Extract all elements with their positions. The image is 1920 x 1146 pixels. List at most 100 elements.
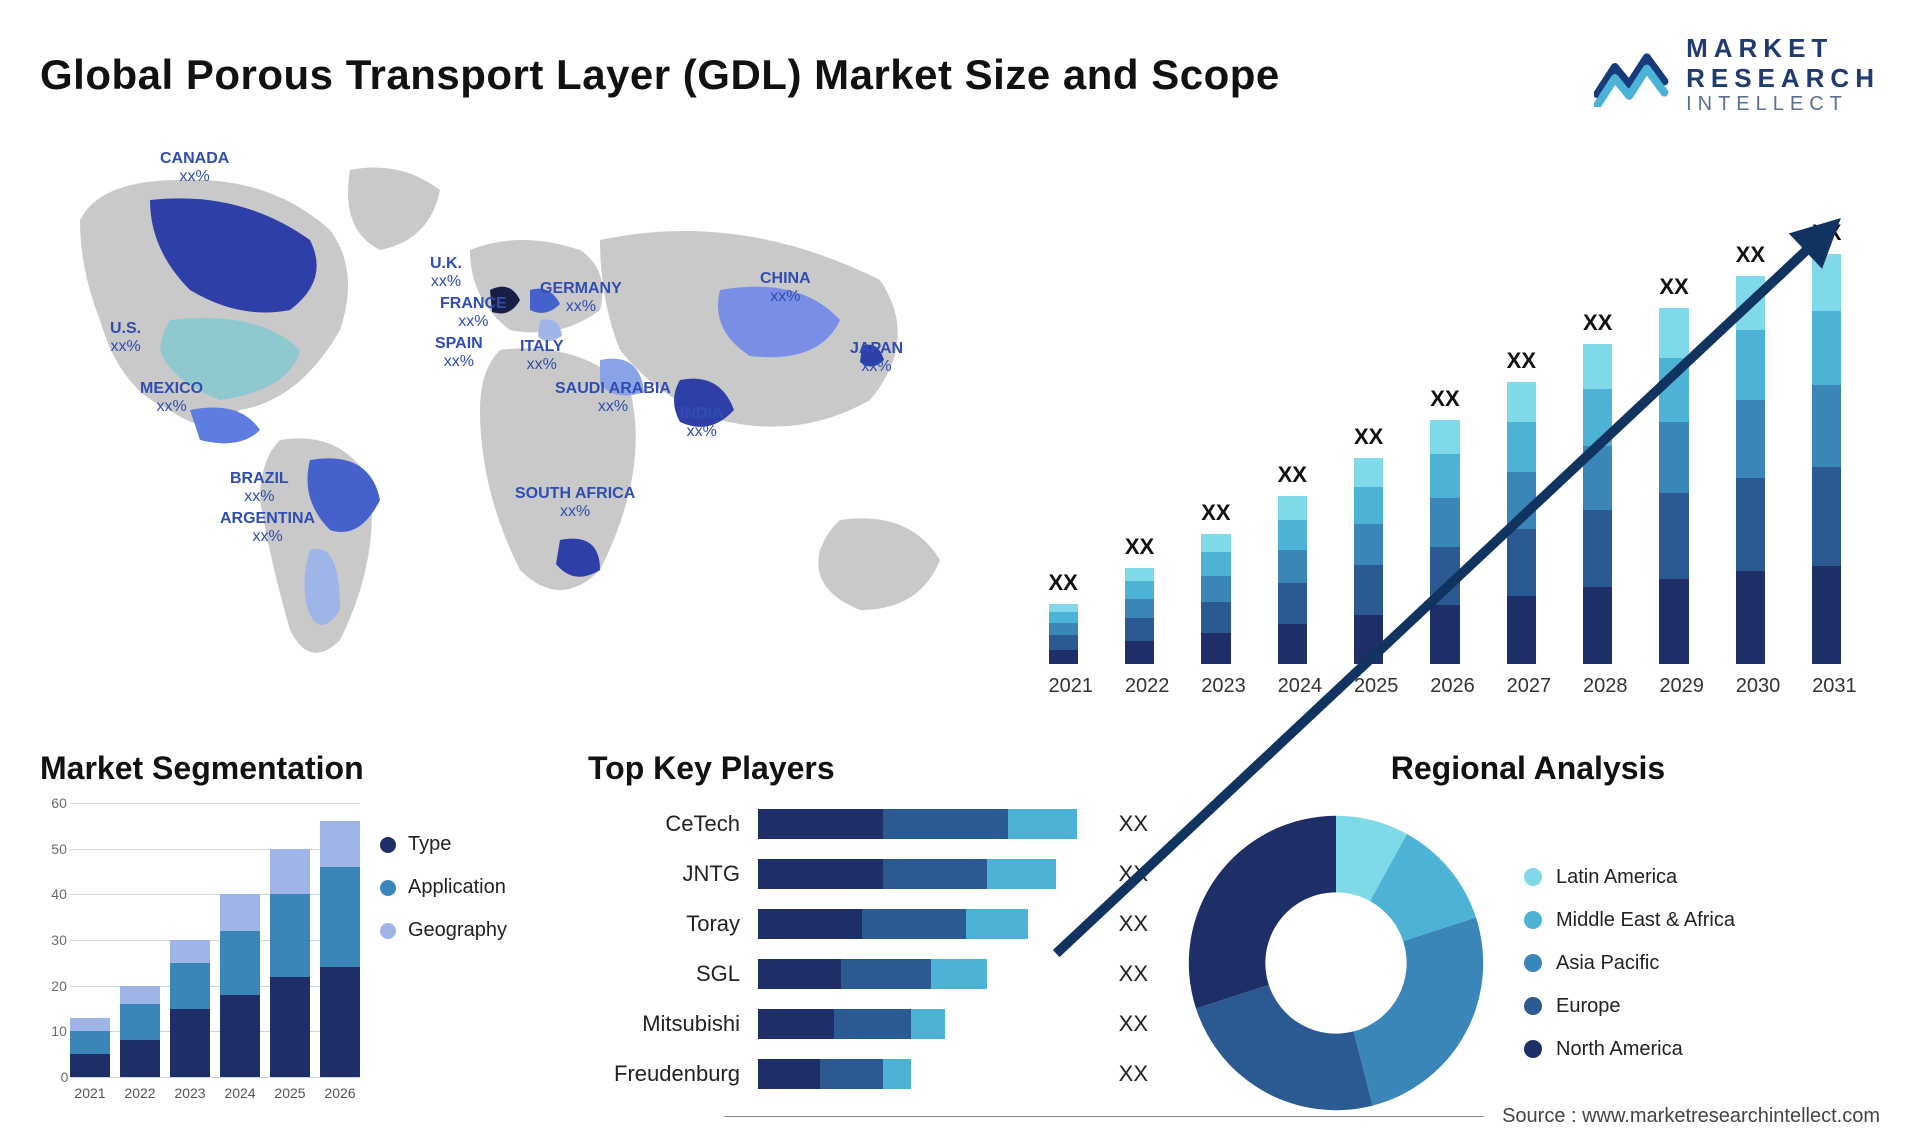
growth-bar-year: 2027 xyxy=(1507,675,1536,698)
segmentation-year-label: 2026 xyxy=(320,1085,360,1101)
growth-bar-column: XX2028 xyxy=(1565,310,1631,664)
map-label: SOUTH AFRICAxx% xyxy=(515,485,635,522)
key-player-value-label: XX xyxy=(1119,1011,1148,1037)
seg-ytick: 0 xyxy=(61,1069,69,1085)
growth-bar-column: XX2027 xyxy=(1488,348,1554,664)
regional-legend-item: North America xyxy=(1524,1038,1735,1061)
growth-bar-year: 2023 xyxy=(1201,675,1230,698)
map-label: GERMANYxx% xyxy=(540,280,622,317)
logo-line3: INTELLECT xyxy=(1686,93,1880,116)
key-player-value-label: XX xyxy=(1119,811,1148,837)
page-title: Global Porous Transport Layer (GDL) Mark… xyxy=(40,51,1280,99)
growth-bar-column: XX2031 xyxy=(1794,220,1860,664)
regional-legend-item: Europe xyxy=(1524,995,1735,1018)
growth-bar-column: XX2026 xyxy=(1412,386,1478,664)
seg-ytick: 20 xyxy=(51,978,67,994)
growth-bar-year: 2024 xyxy=(1278,675,1307,698)
growth-bar-label: XX xyxy=(1812,220,1841,246)
key-player-name: SGL xyxy=(588,961,758,987)
map-label: U.K.xx% xyxy=(430,255,462,292)
growth-bar-label: XX xyxy=(1201,500,1230,526)
key-player-name: CeTech xyxy=(588,811,758,837)
regional-panel: Regional Analysis Latin AmericaMiddle Ea… xyxy=(1176,750,1880,1123)
segmentation-year-label: 2025 xyxy=(270,1085,310,1101)
map-label: FRANCExx% xyxy=(440,295,507,332)
growth-bar-label: XX xyxy=(1736,242,1765,268)
key-player-row: MitsubishiXX xyxy=(588,1003,1148,1045)
growth-bar-year: 2028 xyxy=(1583,675,1612,698)
key-player-value-label: XX xyxy=(1119,861,1148,887)
map-label: JAPANxx% xyxy=(850,340,903,377)
map-label: CANADAxx% xyxy=(160,150,229,187)
growth-bar-column: XX2022 xyxy=(1106,534,1172,664)
map-label: U.S.xx% xyxy=(110,320,141,357)
donut-slice xyxy=(1354,918,1484,1106)
key-players-title: Top Key Players xyxy=(588,750,1148,787)
regional-donut-chart xyxy=(1176,803,1496,1123)
map-label: SAUDI ARABIAxx% xyxy=(555,380,671,417)
growth-bar-column: XX2023 xyxy=(1183,500,1249,664)
key-player-name: JNTG xyxy=(588,861,758,887)
growth-bar-label: XX xyxy=(1278,462,1307,488)
map-label: ITALYxx% xyxy=(520,338,564,375)
regional-legend-item: Asia Pacific xyxy=(1524,952,1735,975)
regional-title: Regional Analysis xyxy=(1176,750,1880,787)
growth-bar-label: XX xyxy=(1049,570,1078,596)
growth-bar-label: XX xyxy=(1430,386,1459,412)
growth-bar-label: XX xyxy=(1583,310,1612,336)
world-map-panel: CANADAxx%U.S.xx%MEXICOxx%BRAZILxx%ARGENT… xyxy=(40,140,980,700)
donut-slice xyxy=(1189,816,1336,1009)
seg-ytick: 40 xyxy=(51,886,67,902)
donut-slice xyxy=(1196,985,1373,1110)
key-player-row: Freudenburg XX xyxy=(588,1053,1148,1095)
key-player-value-label: XX xyxy=(1119,961,1148,987)
map-label: SPAINxx% xyxy=(435,335,483,372)
source-text: Source : www.marketresearchintellect.com xyxy=(1502,1105,1880,1128)
growth-bar-column: XX2021 xyxy=(1030,570,1096,664)
key-player-row: TorayXX xyxy=(588,903,1148,945)
growth-chart-panel: XX2021XX2022XX2023XX2024XX2025XX2026XX20… xyxy=(1010,140,1880,700)
lower-row: Market Segmentation 0102030405060 202120… xyxy=(40,750,1880,1123)
header: Global Porous Transport Layer (GDL) Mark… xyxy=(40,30,1880,120)
key-player-row: SGL XX xyxy=(588,953,1148,995)
seg-ytick: 60 xyxy=(51,795,67,811)
map-label: BRAZILxx% xyxy=(230,470,289,507)
key-player-name: Freudenburg xyxy=(588,1061,758,1087)
segmentation-year-label: 2023 xyxy=(170,1085,210,1101)
map-label: INDIAxx% xyxy=(680,405,724,442)
growth-chart: XX2021XX2022XX2023XX2024XX2025XX2026XX20… xyxy=(1030,170,1860,664)
segmentation-chart: 0102030405060 202120222023202420252026 T… xyxy=(40,803,560,1103)
growth-bar-label: XX xyxy=(1125,534,1154,560)
logo-line1: MARKET xyxy=(1686,34,1880,64)
key-player-value-label: XX xyxy=(1119,1061,1148,1087)
key-player-value-label: XX xyxy=(1119,911,1148,937)
key-players-panel: Top Key Players CeTechXXJNTGXXTorayXXSGL… xyxy=(588,750,1148,1123)
logo-line2: RESEARCH xyxy=(1686,64,1880,94)
segmentation-bar-column: 2024 xyxy=(220,894,260,1077)
key-players-chart: CeTechXXJNTGXXTorayXXSGLXXMitsubishiXXFr… xyxy=(588,803,1148,1095)
regional-legend-item: Middle East & Africa xyxy=(1524,909,1735,932)
growth-bar-column: XX2030 xyxy=(1717,242,1783,664)
growth-bar-column: XX2025 xyxy=(1335,424,1401,664)
segmentation-bar-column: 2022 xyxy=(120,986,160,1077)
growth-bar-year: 2021 xyxy=(1049,675,1078,698)
seg-ytick: 30 xyxy=(51,932,67,948)
segmentation-bar-column: 2021 xyxy=(70,1018,110,1077)
source-attribution: Source : www.marketresearchintellect.com xyxy=(724,1105,1880,1128)
map-label: ARGENTINAxx% xyxy=(220,510,315,547)
growth-bar-label: XX xyxy=(1354,424,1383,450)
growth-bar-year: 2029 xyxy=(1659,675,1688,698)
growth-bar-year: 2031 xyxy=(1812,675,1841,698)
segmentation-legend-item: Application xyxy=(380,876,560,899)
growth-bar-year: 2025 xyxy=(1354,675,1383,698)
map-label: CHINAxx% xyxy=(760,270,811,307)
world-map-svg xyxy=(40,140,980,700)
growth-bar-year: 2030 xyxy=(1736,675,1765,698)
segmentation-year-label: 2022 xyxy=(120,1085,160,1101)
growth-bar-label: XX xyxy=(1507,348,1536,374)
segmentation-bar-column: 2026 xyxy=(320,821,360,1077)
segmentation-bar-column: 2023 xyxy=(170,940,210,1077)
growth-bar-label: XX xyxy=(1659,274,1688,300)
segmentation-panel: Market Segmentation 0102030405060 202120… xyxy=(40,750,560,1123)
upper-row: CANADAxx%U.S.xx%MEXICOxx%BRAZILxx%ARGENT… xyxy=(40,140,1880,700)
